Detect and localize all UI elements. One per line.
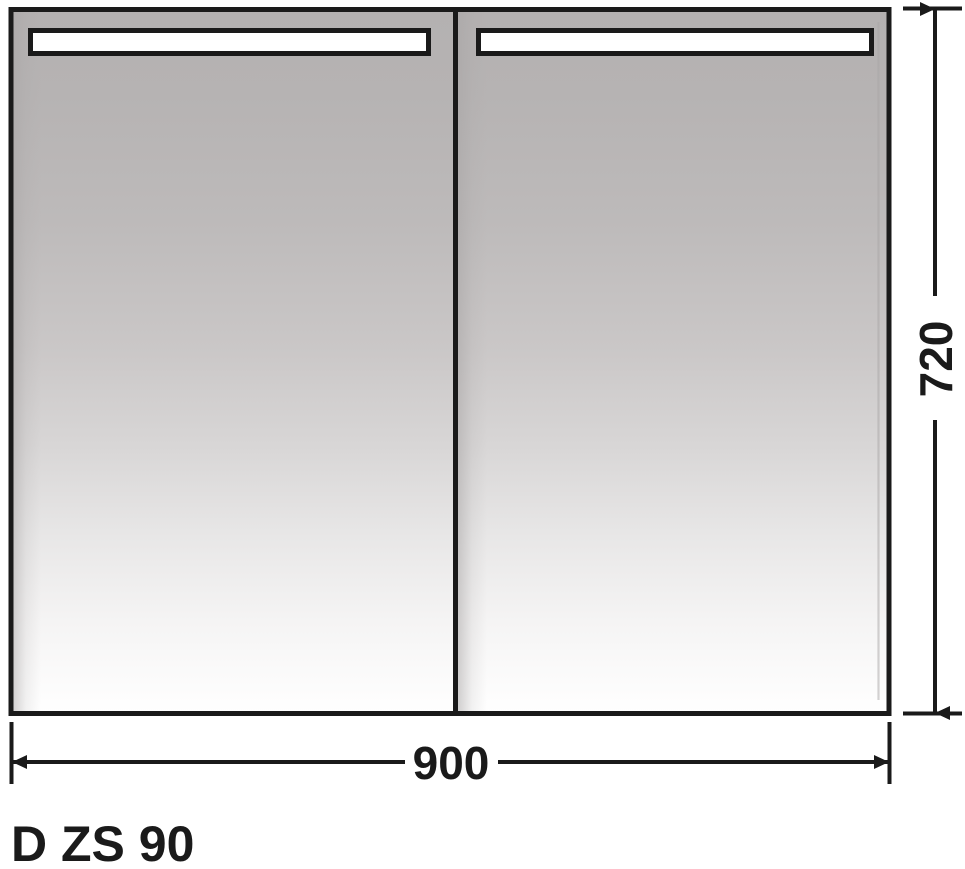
left-door-edge-sheen xyxy=(11,9,41,714)
right-door-led-strip xyxy=(476,28,874,56)
left-door-mirror-face xyxy=(11,9,454,714)
right-door-edge-sheen xyxy=(457,9,487,714)
width-dimension: 900 xyxy=(9,722,892,789)
left-door[interactable] xyxy=(11,9,454,714)
left-door-led-strip xyxy=(28,28,431,56)
width-dimension-value: 900 xyxy=(413,737,490,789)
right-door[interactable] xyxy=(457,9,889,714)
right-door-mirror-face xyxy=(457,9,889,714)
height-dimension-value: 720 xyxy=(910,321,962,398)
product-label: D ZS 90 xyxy=(11,816,194,869)
height-dimension: 720 xyxy=(903,2,962,720)
cabinet-outline xyxy=(8,7,892,716)
mirror-cabinet xyxy=(8,7,892,716)
